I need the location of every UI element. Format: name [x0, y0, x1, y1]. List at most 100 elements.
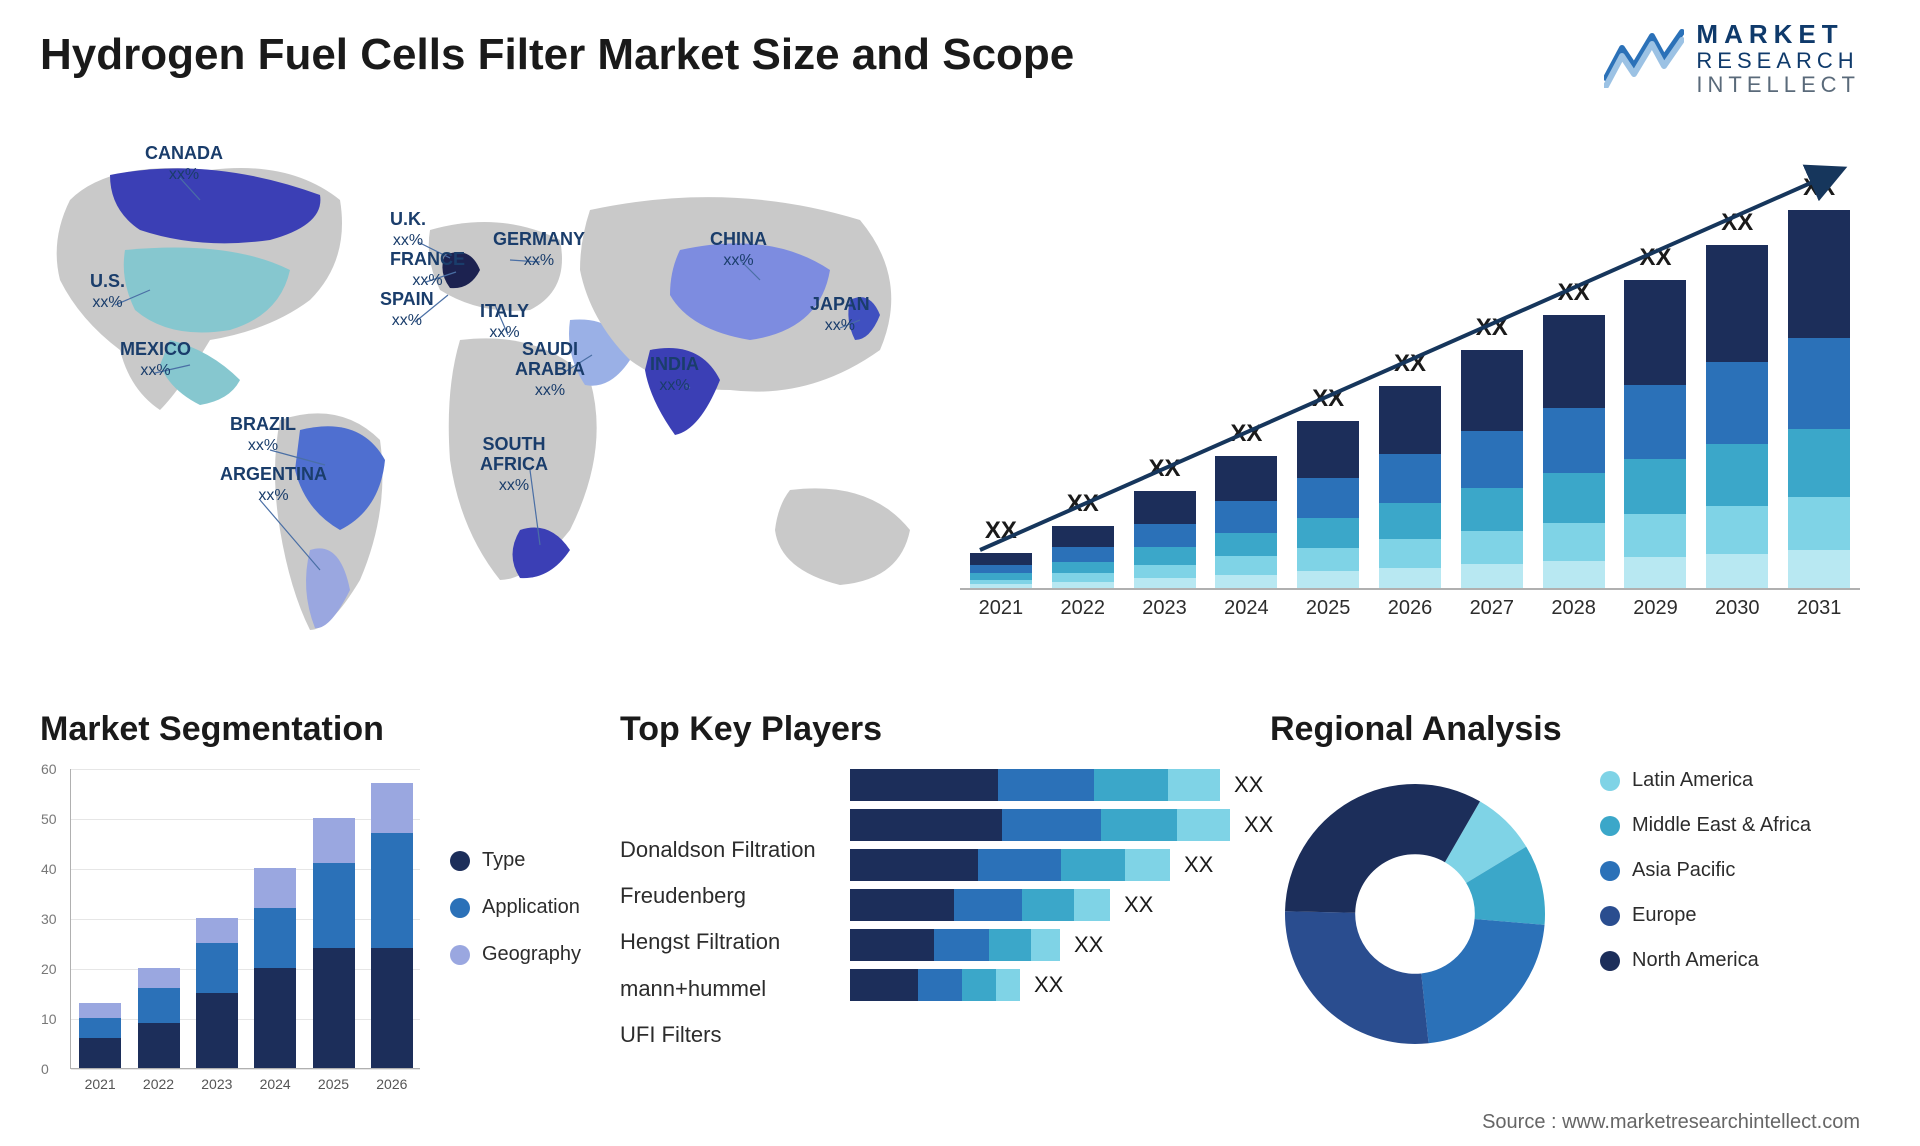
country-label: SAUDIARABIAxx% — [515, 340, 585, 399]
legend-label: Middle East & Africa — [1632, 814, 1811, 837]
bar-segment — [1788, 210, 1850, 339]
bar-value-label: XX — [1624, 244, 1686, 272]
player-hbar — [850, 889, 1110, 921]
legend-dot-icon — [1600, 816, 1620, 836]
seg-bar-column: 2024 — [254, 868, 296, 1068]
market-segmentation-panel: Market Segmentation 01020304050602021202… — [40, 710, 580, 1069]
hbar-segment — [1031, 929, 1060, 961]
bar-segment — [1215, 456, 1277, 501]
bar-segment — [1543, 523, 1605, 561]
segmentation-legend: Type Application Geography — [450, 849, 581, 990]
bar-segment — [1706, 245, 1768, 362]
hbar-value-label: XX — [1184, 852, 1213, 878]
gridline — [71, 919, 420, 920]
bar-segment — [1624, 459, 1686, 514]
hbar-segment — [1177, 809, 1230, 841]
bar-column: 2030XX — [1706, 245, 1768, 588]
seg-bar-segment — [313, 948, 355, 1068]
country-label: JAPANxx% — [810, 295, 870, 335]
legend-item: Europe — [1600, 904, 1811, 927]
legend-item: Type — [450, 849, 581, 872]
legend-dot-icon — [450, 945, 470, 965]
bar-value-label: XX — [1461, 314, 1523, 342]
bar-value-label: XX — [1788, 174, 1850, 202]
country-label: ITALYxx% — [480, 302, 529, 342]
bar-segment — [1706, 444, 1768, 506]
legend-label: Application — [482, 896, 580, 919]
bar-segment — [970, 565, 1032, 573]
bar-segment — [1624, 385, 1686, 459]
y-tick-label: 60 — [41, 761, 57, 777]
country-label: ARGENTINAxx% — [220, 465, 327, 505]
bar-column: 2023XX — [1134, 491, 1196, 588]
world-map-svg — [30, 130, 950, 650]
regional-donut-chart — [1270, 769, 1560, 1059]
legend-dot-icon — [1600, 771, 1620, 791]
seg-bar-segment — [196, 993, 238, 1068]
seg-bar-segment — [196, 918, 238, 943]
players-labels: Donaldson FiltrationFreudenbergHengst Fi… — [620, 827, 816, 1058]
hbar-segment — [989, 929, 1031, 961]
bar-segment — [1134, 578, 1196, 588]
bar-segment — [1215, 533, 1277, 557]
segmentation-bar-chart: 0102030405060202120222023202420252026 — [70, 769, 420, 1069]
player-hbar-row: XX — [850, 769, 1273, 801]
bar-value-label: XX — [1379, 350, 1441, 378]
bar-segment — [1543, 315, 1605, 408]
legend-label: Europe — [1632, 904, 1697, 927]
source-attribution: Source : www.marketresearchintellect.com — [1482, 1111, 1860, 1134]
chart-plot-area: 2021XX2022XX2023XX2024XX2025XX2026XX2027… — [960, 150, 1860, 590]
legend-item: Latin America — [1600, 769, 1811, 792]
logo-text: MARKET RESEARCH INTELLECT — [1696, 20, 1860, 97]
legend-dot-icon — [1600, 951, 1620, 971]
y-tick-label: 10 — [41, 1011, 57, 1027]
seg-year-label: 2021 — [79, 1076, 121, 1092]
bar-segment — [1706, 506, 1768, 554]
gridline — [71, 869, 420, 870]
logo-line2: RESEARCH — [1696, 49, 1860, 73]
hbar-value-label: XX — [1234, 772, 1263, 798]
player-name-label: Donaldson Filtration — [620, 827, 816, 873]
bar-segment — [1788, 338, 1850, 429]
y-tick-label: 0 — [41, 1061, 49, 1077]
seg-bar-segment — [79, 1003, 121, 1018]
seg-year-label: 2025 — [313, 1076, 355, 1092]
bar-segment — [1052, 582, 1114, 588]
seg-bar-segment — [371, 948, 413, 1068]
bar-segment — [1706, 554, 1768, 588]
donut-slice — [1285, 784, 1480, 913]
seg-bar-column: 2026 — [371, 783, 413, 1068]
seg-bar-segment — [371, 783, 413, 833]
y-tick-label: 20 — [41, 961, 57, 977]
gridline — [71, 1069, 420, 1070]
bar-value-label: XX — [1134, 455, 1196, 483]
bar-value-label: XX — [1543, 279, 1605, 307]
player-hbar-row: XX — [850, 889, 1273, 921]
bar-segment — [1297, 421, 1359, 478]
bar-segment — [1379, 503, 1441, 539]
player-hbar — [850, 969, 1020, 1001]
bar-year-label: 2026 — [1379, 597, 1441, 620]
seg-bar-column: 2021 — [79, 1003, 121, 1068]
bar-segment — [1297, 571, 1359, 588]
bar-value-label: XX — [1706, 209, 1768, 237]
segmentation-title: Market Segmentation — [40, 710, 580, 749]
bar-segment — [970, 584, 1032, 588]
country-label: GERMANYxx% — [493, 230, 585, 270]
bar-segment — [1461, 564, 1523, 588]
regional-legend: Latin America Middle East & Africa Asia Pa… — [1600, 769, 1811, 994]
hbar-segment — [1168, 769, 1220, 801]
bar-year-label: 2021 — [970, 597, 1032, 620]
bar-segment — [1543, 561, 1605, 588]
hbar-segment — [850, 929, 934, 961]
gridline — [71, 819, 420, 820]
bar-segment — [1052, 526, 1114, 547]
legend-item: Geography — [450, 943, 581, 966]
brand-logo: MARKET RESEARCH INTELLECT — [1604, 20, 1860, 97]
bar-column: 2026XX — [1379, 386, 1441, 588]
bar-year-label: 2031 — [1788, 597, 1850, 620]
bar-value-label: XX — [1297, 385, 1359, 413]
players-title: Top Key Players — [620, 710, 1260, 749]
bar-year-label: 2022 — [1052, 597, 1114, 620]
legend-label: Asia Pacific — [1632, 859, 1735, 882]
